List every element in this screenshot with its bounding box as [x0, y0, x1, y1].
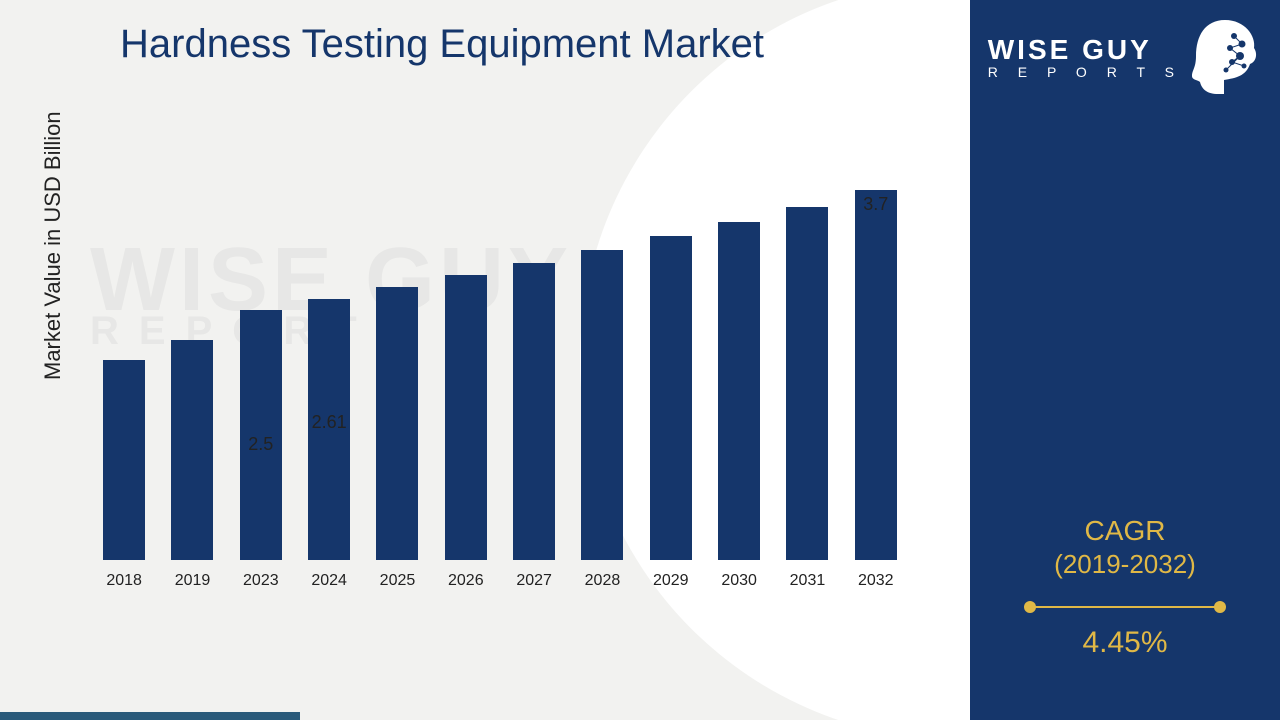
cagr-divider	[1030, 606, 1220, 608]
x-tick-label: 2027	[500, 572, 568, 590]
x-tick-label: 2031	[773, 572, 841, 590]
bottom-accent-bar	[0, 712, 300, 720]
x-tick-label: 2018	[90, 572, 158, 590]
bar-2032: 3.7	[842, 190, 910, 560]
bar-chart: 2.52.613.7 20182019202320242025202620272…	[90, 160, 910, 590]
bar-2025	[363, 287, 431, 560]
bar-rect	[855, 190, 897, 560]
brand-logo: WISE GUY R E P O R T S	[988, 18, 1260, 96]
y-axis-label: Market Value in USD Billion	[40, 111, 66, 380]
bar-2027	[500, 263, 568, 560]
bar-2031	[773, 207, 841, 560]
x-tick-label: 2026	[432, 572, 500, 590]
cagr-title: CAGR	[1020, 515, 1230, 547]
bar-2026	[432, 275, 500, 560]
bar-rect	[650, 236, 692, 560]
x-tick-label: 2032	[842, 572, 910, 590]
x-tick-label: 2029	[637, 572, 705, 590]
logo-head-icon	[1190, 18, 1260, 96]
bar-value-label: 2.5	[227, 434, 295, 455]
bar-2030	[705, 222, 773, 560]
bar-rect	[581, 250, 623, 560]
bar-rect	[513, 263, 555, 560]
chart-title: Hardness Testing Equipment Market	[120, 22, 764, 67]
chart-canvas: WISE GUYREPORTS Hardness Testing Equipme…	[0, 0, 1280, 720]
bar-value-label: 3.7	[842, 194, 910, 215]
x-tick-label: 2028	[568, 572, 636, 590]
bar-2023: 2.5	[227, 310, 295, 560]
cagr-block: CAGR (2019-2032) 4.45%	[1020, 515, 1230, 660]
logo-line-2: R E P O R T S	[988, 64, 1182, 80]
bar-rect	[376, 287, 418, 560]
logo-line-1: WISE GUY	[988, 34, 1182, 66]
bar-2028	[568, 250, 636, 560]
bar-rect	[786, 207, 828, 560]
x-tick-label: 2030	[705, 572, 773, 590]
x-tick-label: 2023	[227, 572, 295, 590]
bar-2018	[90, 360, 158, 560]
cagr-value: 4.45%	[1020, 626, 1230, 660]
bar-rect	[445, 275, 487, 560]
bar-rect	[103, 360, 145, 560]
bar-rect	[718, 222, 760, 560]
bar-2024: 2.61	[295, 299, 363, 560]
bar-2029	[637, 236, 705, 560]
bar-value-label: 2.61	[295, 412, 363, 433]
x-tick-label: 2024	[295, 572, 363, 590]
cagr-period: (2019-2032)	[1020, 549, 1230, 580]
bar-rect	[171, 340, 213, 560]
x-tick-label: 2019	[158, 572, 226, 590]
x-tick-label: 2025	[363, 572, 431, 590]
bar-2019	[158, 340, 226, 560]
